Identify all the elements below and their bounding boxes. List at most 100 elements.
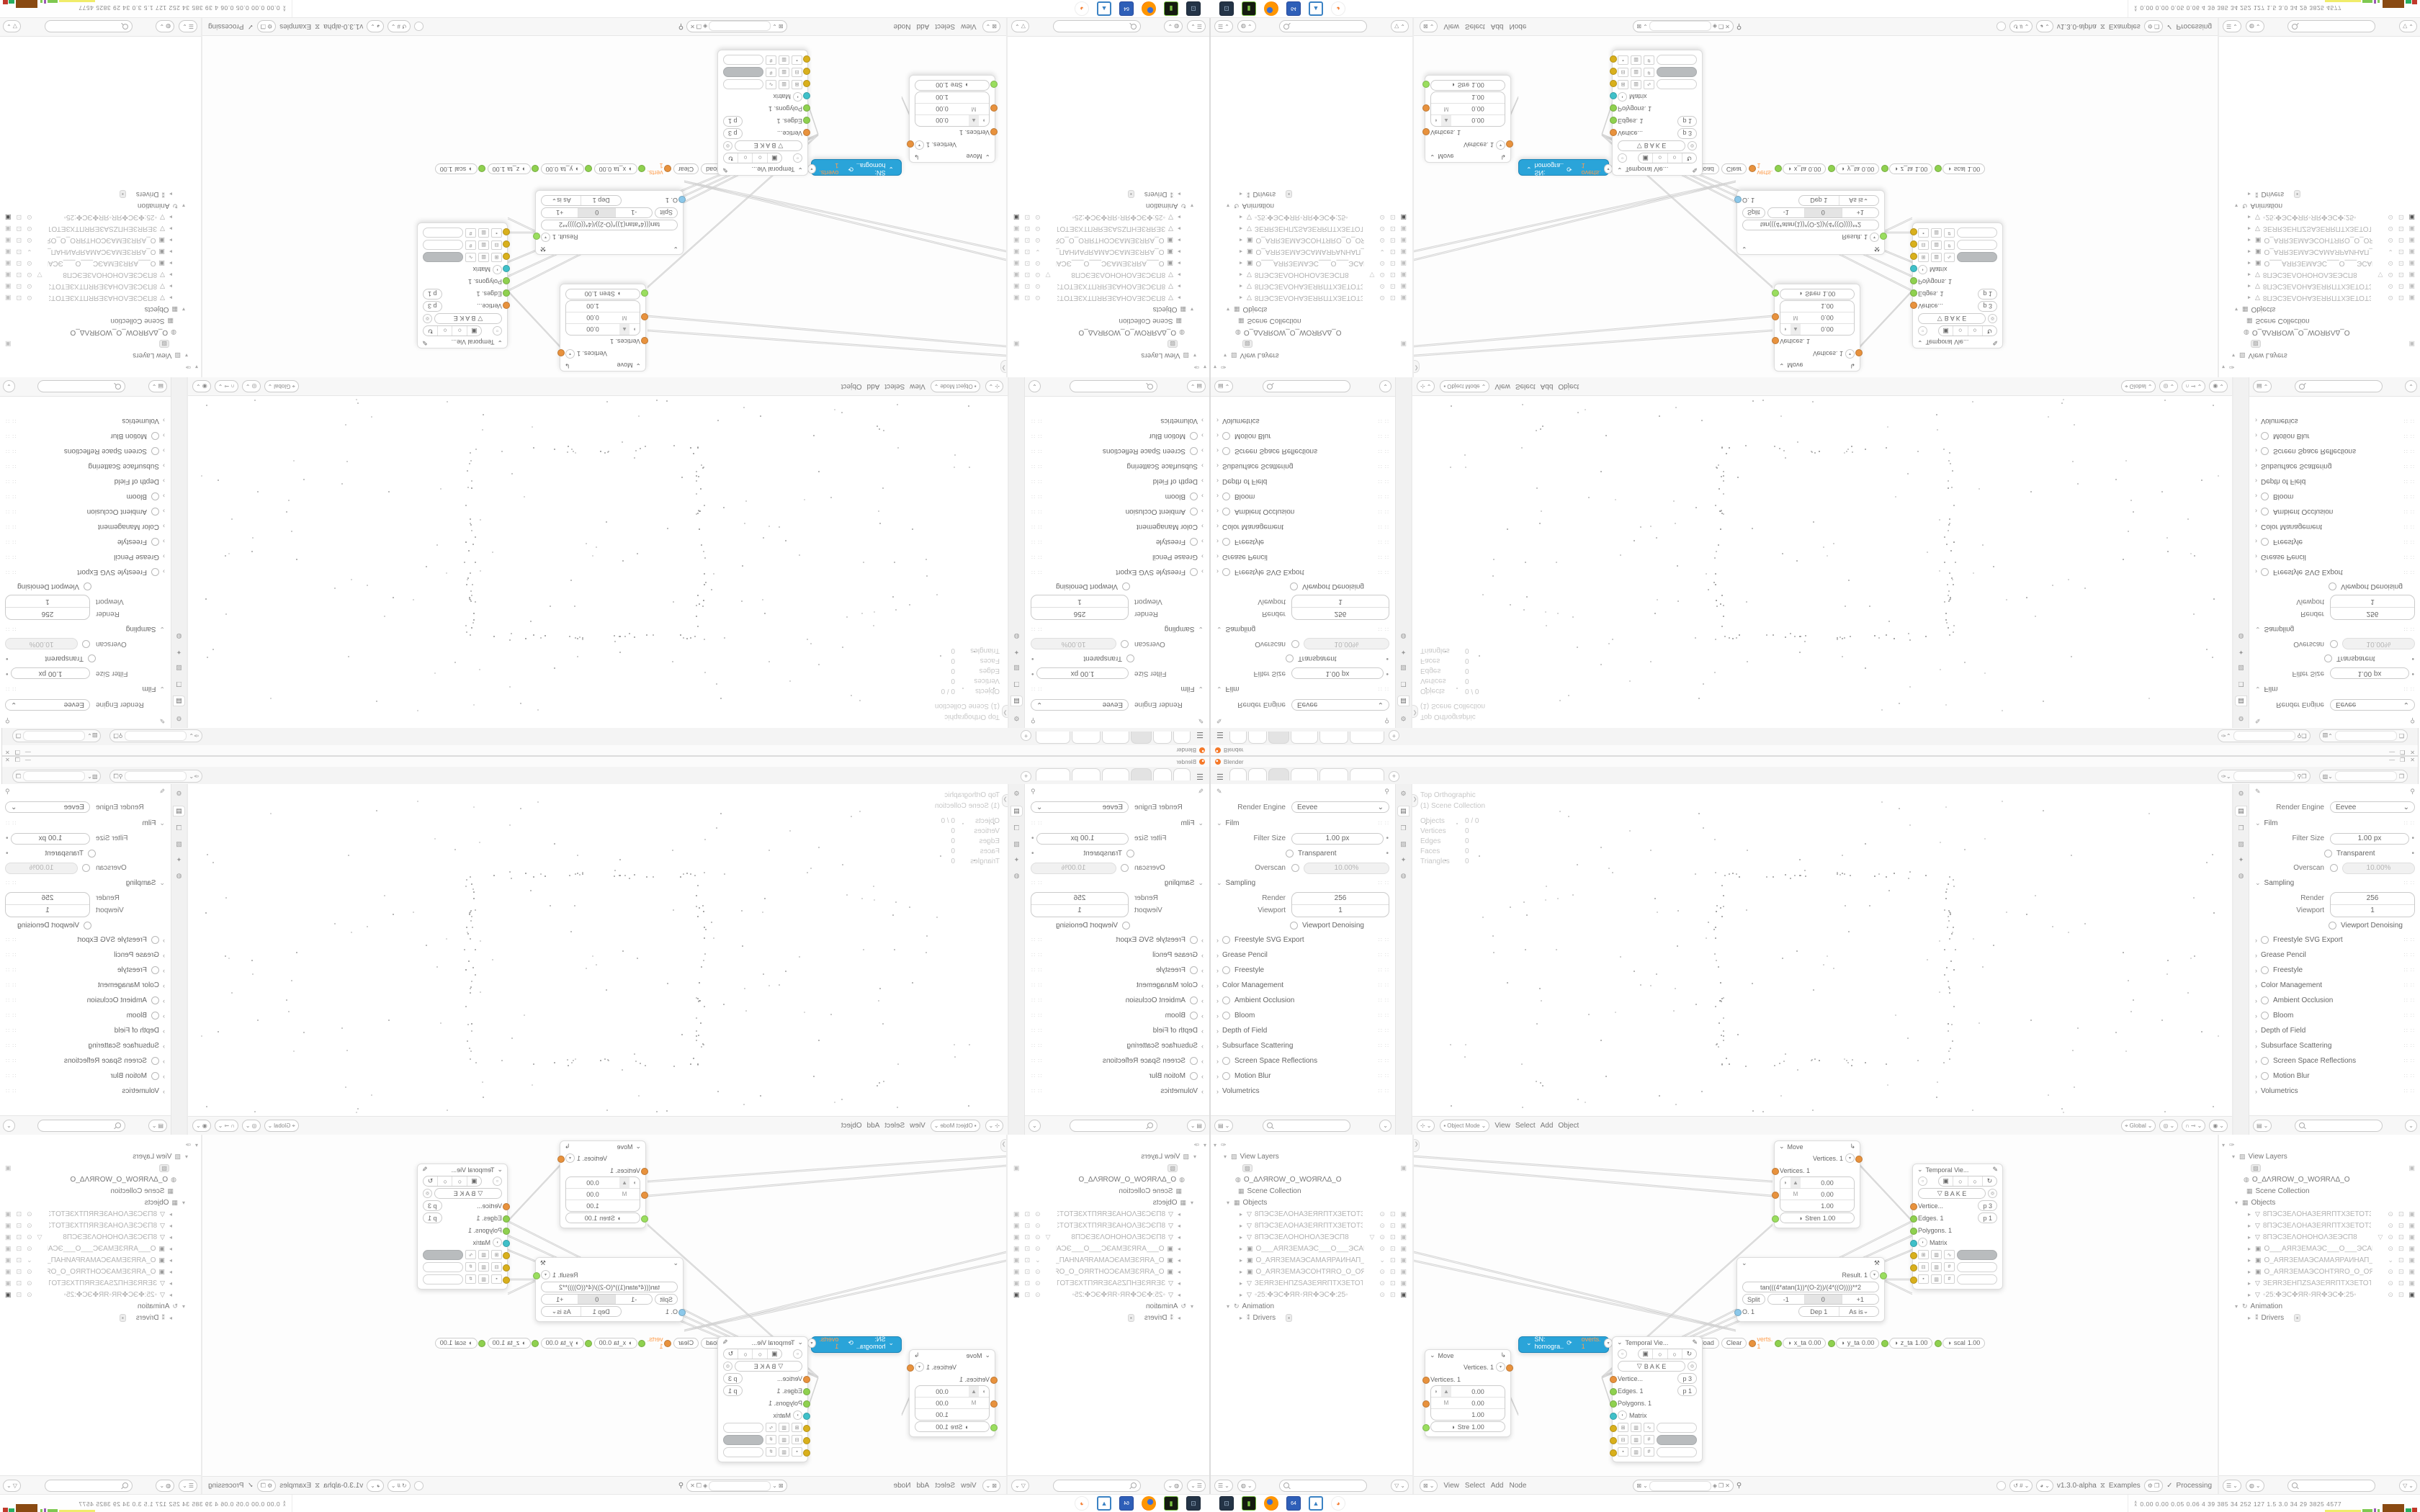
collapse-icon[interactable]: ⌄: [985, 153, 990, 161]
object-row-3[interactable]: ▸▣O___АЯRЗЕМАЭС___О___ЭСАМЗЕ⊙⊡▣: [1008, 1243, 1209, 1254]
up-icon[interactable]: ▲: [969, 1386, 979, 1397]
attr-icon-b[interactable]: ▥: [1931, 1262, 1942, 1272]
collapsed-section-10[interactable]: › Volumetrics ∷ ∷: [1211, 413, 1395, 428]
attr-icon-c[interactable]: ∿: [1644, 80, 1654, 89]
socket-l[interactable]: [1910, 1227, 1917, 1235]
expand-tray-icon[interactable]: ∧ ∧: [2134, 1500, 2138, 1508]
hide-render-icon[interactable]: ▣: [1400, 271, 1407, 279]
taskbar-floppy-64-icon[interactable]: 64: [1119, 1, 1134, 16]
attr-field[interactable]: [1657, 55, 1697, 66]
attr-icon-b[interactable]: ▥: [478, 1274, 489, 1284]
minimize-button[interactable]: —: [2389, 749, 2396, 755]
hide-viewport-icon[interactable]: ⊡: [2398, 294, 2404, 302]
film-section[interactable]: ⌄ Film ∷ ∷: [0, 816, 171, 831]
workspace-tab-2[interactable]: [1247, 732, 1267, 744]
attr-icon-b[interactable]: ▥: [1931, 1274, 1942, 1284]
shading-toggle-0[interactable]: ▣: [771, 1350, 778, 1357]
render-samples-field[interactable]: 256: [2366, 610, 2379, 618]
hide-render-icon[interactable]: ▣: [1400, 260, 1407, 268]
collapsed-section-7[interactable]: › Subsurface Scattering ∷ ∷: [1025, 1038, 1209, 1053]
object-row-6[interactable]: ▸▽ЗЕЯRЗЕНПΖЅАЗЕЯRПТХЗЕТОТЗЕ)⊙⊡▣: [2219, 223, 2420, 235]
output-extend-button[interactable]: ▾: [541, 233, 550, 242]
object-row-0[interactable]: ▸▽8ПЭСЗЕΛОНАЗЕЯRПТХЗЕТОТЗЕХ1⊙⊡▣: [2219, 1208, 2420, 1220]
output-extend-button[interactable]: ▾: [1845, 349, 1855, 359]
socket-l[interactable]: [1910, 1264, 1917, 1272]
hide-viewport-icon[interactable]: ⊡: [2398, 1210, 2404, 1218]
drivers-row[interactable]: ▸ ⁑ Drivers ▪: [2219, 189, 2420, 200]
object-row-4[interactable]: ▸ ▣ O_АЯRЗЕМАЭСАМАЯРАИНАП_О_ ⌄ ⊡ ▣: [1008, 1254, 1209, 1266]
view-layers-row[interactable]: ▾ ▨ View Layers: [0, 350, 201, 361]
object-row-3[interactable]: ▸▣O___АЯRЗЕМАЭС___О___ЭСАМЗЕ⊙⊡▣: [0, 1243, 201, 1254]
socket-l[interactable]: [1910, 302, 1917, 310]
pivot-select[interactable]: ◎ ⌄: [241, 1120, 261, 1132]
mode-select[interactable]: ▪ Object Mode ⌄: [930, 1120, 980, 1132]
sidebar-toggle[interactable]: ❯: [1002, 705, 1008, 718]
render-camera-icon[interactable]: ▣: [1013, 341, 1020, 348]
snap-toggle[interactable]: [1996, 22, 2007, 31]
section-checkbox[interactable]: [1190, 447, 1198, 455]
render-samples-field[interactable]: 256: [41, 610, 54, 618]
animation-row[interactable]: ▾ ↻ Animation: [0, 200, 201, 212]
overlay-group[interactable]: ◕ ⌄: [367, 1480, 384, 1492]
hide-eye-icon[interactable]: ⊙: [1035, 1210, 1041, 1218]
objects-collection-row[interactable]: ▾ ▦ Objects: [2219, 304, 2420, 315]
copy-icon[interactable]: ❐: [696, 23, 702, 30]
attr-field[interactable]: [423, 1274, 463, 1284]
attr-icon-b[interactable]: ▥: [779, 80, 789, 89]
drivers-row[interactable]: ▸ ⁑ Drivers ▪: [0, 189, 201, 200]
viewport-denoising-checkbox[interactable]: [1122, 921, 1130, 930]
viewport-denoising-checkbox[interactable]: [2329, 921, 2336, 930]
hide-eye-icon[interactable]: ⌄: [27, 1256, 32, 1264]
examples-menu[interactable]: Examples: [2108, 1482, 2141, 1490]
pin-icon[interactable]: ⚲: [1736, 22, 1742, 30]
hide-render-icon[interactable]: ▣: [2408, 260, 2415, 268]
object-row-7[interactable]: ▸ ▽ ◦25:✤ЭС✤ЯR◦ЯR✤ЭС✤:25◦ ⊙ ⊡ ▣: [1211, 1289, 1412, 1300]
outliner-search-input[interactable]: [1279, 1479, 1368, 1492]
render-camera-icon[interactable]: ▣: [1013, 1164, 1020, 1171]
shading-toggle-1[interactable]: ○: [753, 1349, 768, 1359]
render-samples-field[interactable]: 256: [1334, 610, 1347, 618]
shading-toggle-1[interactable]: ○: [452, 1176, 467, 1186]
taskbar-display-capture-icon[interactable]: ⊡: [1186, 1, 1201, 16]
clear-button[interactable]: Clear: [1721, 1337, 1747, 1349]
shading-toggle-group[interactable]: ▣ ○ ○ ↻: [1938, 325, 1997, 336]
collapsed-section-3[interactable]: › Color Management ∷ ∷: [1211, 978, 1395, 993]
collapsed-section-4[interactable]: › Ambient Occlusion ∷ ∷: [0, 993, 171, 1008]
collapse-icon[interactable]: ⌄: [497, 339, 503, 346]
collapse-icon[interactable]: ⌄: [635, 1143, 641, 1150]
object-row-1[interactable]: ▸▽8ПЭСЗЕΛОНАЗЕЯRПТХЗЕТОТЗЕХ(⊙⊡▣: [0, 1220, 201, 1231]
snap-toggle[interactable]: [413, 22, 424, 31]
shading-toggle-3[interactable]: ↻: [424, 1176, 439, 1186]
socket-l[interactable]: [990, 81, 998, 89]
hide-render-icon[interactable]: ▣: [1400, 1233, 1407, 1241]
examples-menu[interactable]: Examples: [279, 22, 312, 30]
animation-row[interactable]: ▾ ↻ Animation: [0, 1300, 201, 1312]
close-button[interactable]: ✕: [2410, 757, 2415, 763]
filter-button[interactable]: ▽ ⌄: [2399, 20, 2417, 33]
view-layer-field[interactable]: [23, 731, 86, 741]
section-checkbox[interactable]: [151, 447, 159, 455]
socket-l[interactable]: [803, 1424, 810, 1432]
properties-tab-6-icon[interactable]: ◍: [2238, 872, 2244, 879]
gear-icon[interactable]: ⚙: [2147, 1482, 2153, 1489]
collapse-icon[interactable]: ⌄: [1526, 166, 1532, 174]
hide-viewport-icon[interactable]: ⊡: [1389, 1290, 1396, 1298]
collapsed-section-6[interactable]: › Depth of Field ∷ ∷: [1025, 474, 1209, 489]
view-layers-row[interactable]: ▾ ▨ View Layers: [2219, 350, 2420, 361]
copy-icon[interactable]: ❐: [696, 1482, 702, 1489]
collapsed-section-7[interactable]: › Subsurface Scattering ∷ ∷: [0, 459, 171, 474]
socket-l[interactable]: [663, 165, 671, 172]
section-checkbox[interactable]: [2261, 432, 2269, 440]
properties-search-input[interactable]: [37, 380, 126, 393]
hide-render-icon[interactable]: ▣: [1400, 237, 1407, 245]
up-icon[interactable]: ▲: [1791, 1177, 1801, 1188]
scene-row[interactable]: ◍ O_ΔΛЯROW_O_WOЯRΛΔ_O: [1211, 327, 1412, 338]
hide-eye-icon[interactable]: ⌄: [2388, 248, 2393, 256]
properties-tab-3-icon[interactable]: ❒: [1400, 680, 1407, 688]
properties-tab-5-icon[interactable]: ✦: [1400, 649, 1407, 656]
attr-icon-b[interactable]: ▥: [478, 240, 489, 250]
shading-toggle-group[interactable]: ▣ ○ ○ ↻: [1638, 153, 1697, 163]
hide-eye-icon[interactable]: ⊙: [2388, 214, 2393, 222]
shading-toggle-3[interactable]: ↻: [1681, 153, 1696, 163]
menu-view[interactable]: View: [1443, 22, 1459, 30]
